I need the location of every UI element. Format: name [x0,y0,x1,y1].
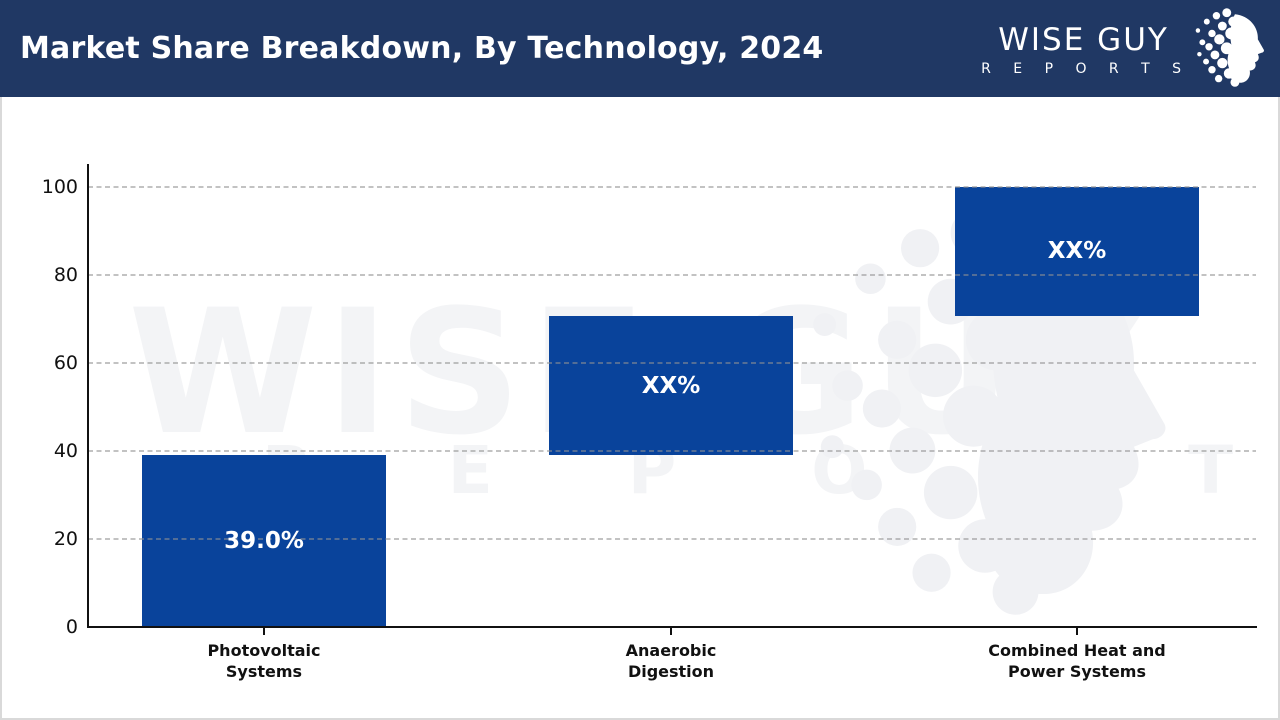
y-axis-line [87,164,89,628]
brand-face-icon [1195,8,1264,87]
header-bar: Market Share Breakdown, By Technology, 2… [0,0,1280,97]
bar-value-label: XX% [641,372,701,399]
x-tick-mark [670,628,672,635]
x-category-label-line: Systems [225,662,303,681]
gridline-y100 [88,186,1256,188]
x-category-label-line: Power Systems [1008,662,1146,681]
brand-subtitle: R E P O R T S [981,60,1190,77]
x-category-label-line: Anaerobic [625,641,717,660]
x-category-label-line: Photovoltaic [207,641,321,660]
bar-value-label: XX% [1047,238,1107,265]
y-tick-label: 0 [65,616,78,638]
x-category-label: Combined Heat and Power Systems [937,640,1217,682]
y-tick-label: 60 [53,352,78,374]
x-category-label-line: Combined Heat and [988,641,1166,660]
gridline-y20 [88,538,1256,540]
gridline-y80 [88,274,1256,276]
y-tick-label: 100 [41,176,78,198]
chart-title: Market Share Breakdown, By Technology, 2… [20,31,824,66]
brand-name: WISE GUY [998,21,1169,58]
x-axis-line [87,626,1257,628]
bar-segment [549,315,793,456]
y-tick-label: 80 [53,264,78,286]
x-category-label: Anaerobic Digestion [531,640,811,682]
bar-segment [142,455,386,627]
gridline-y60 [88,362,1256,364]
x-tick-mark [1076,628,1078,635]
y-tick-label: 40 [53,440,78,462]
x-category-label-line: Digestion [627,662,715,681]
x-tick-mark [263,628,265,635]
y-tick-label: 20 [53,528,78,550]
bar-value-label: 39.0% [224,528,304,555]
gridline-y40 [88,450,1256,452]
x-category-label: Photovoltaic Systems [124,640,404,682]
brand-logo: WISE GUY R E P O R T S [977,6,1266,92]
